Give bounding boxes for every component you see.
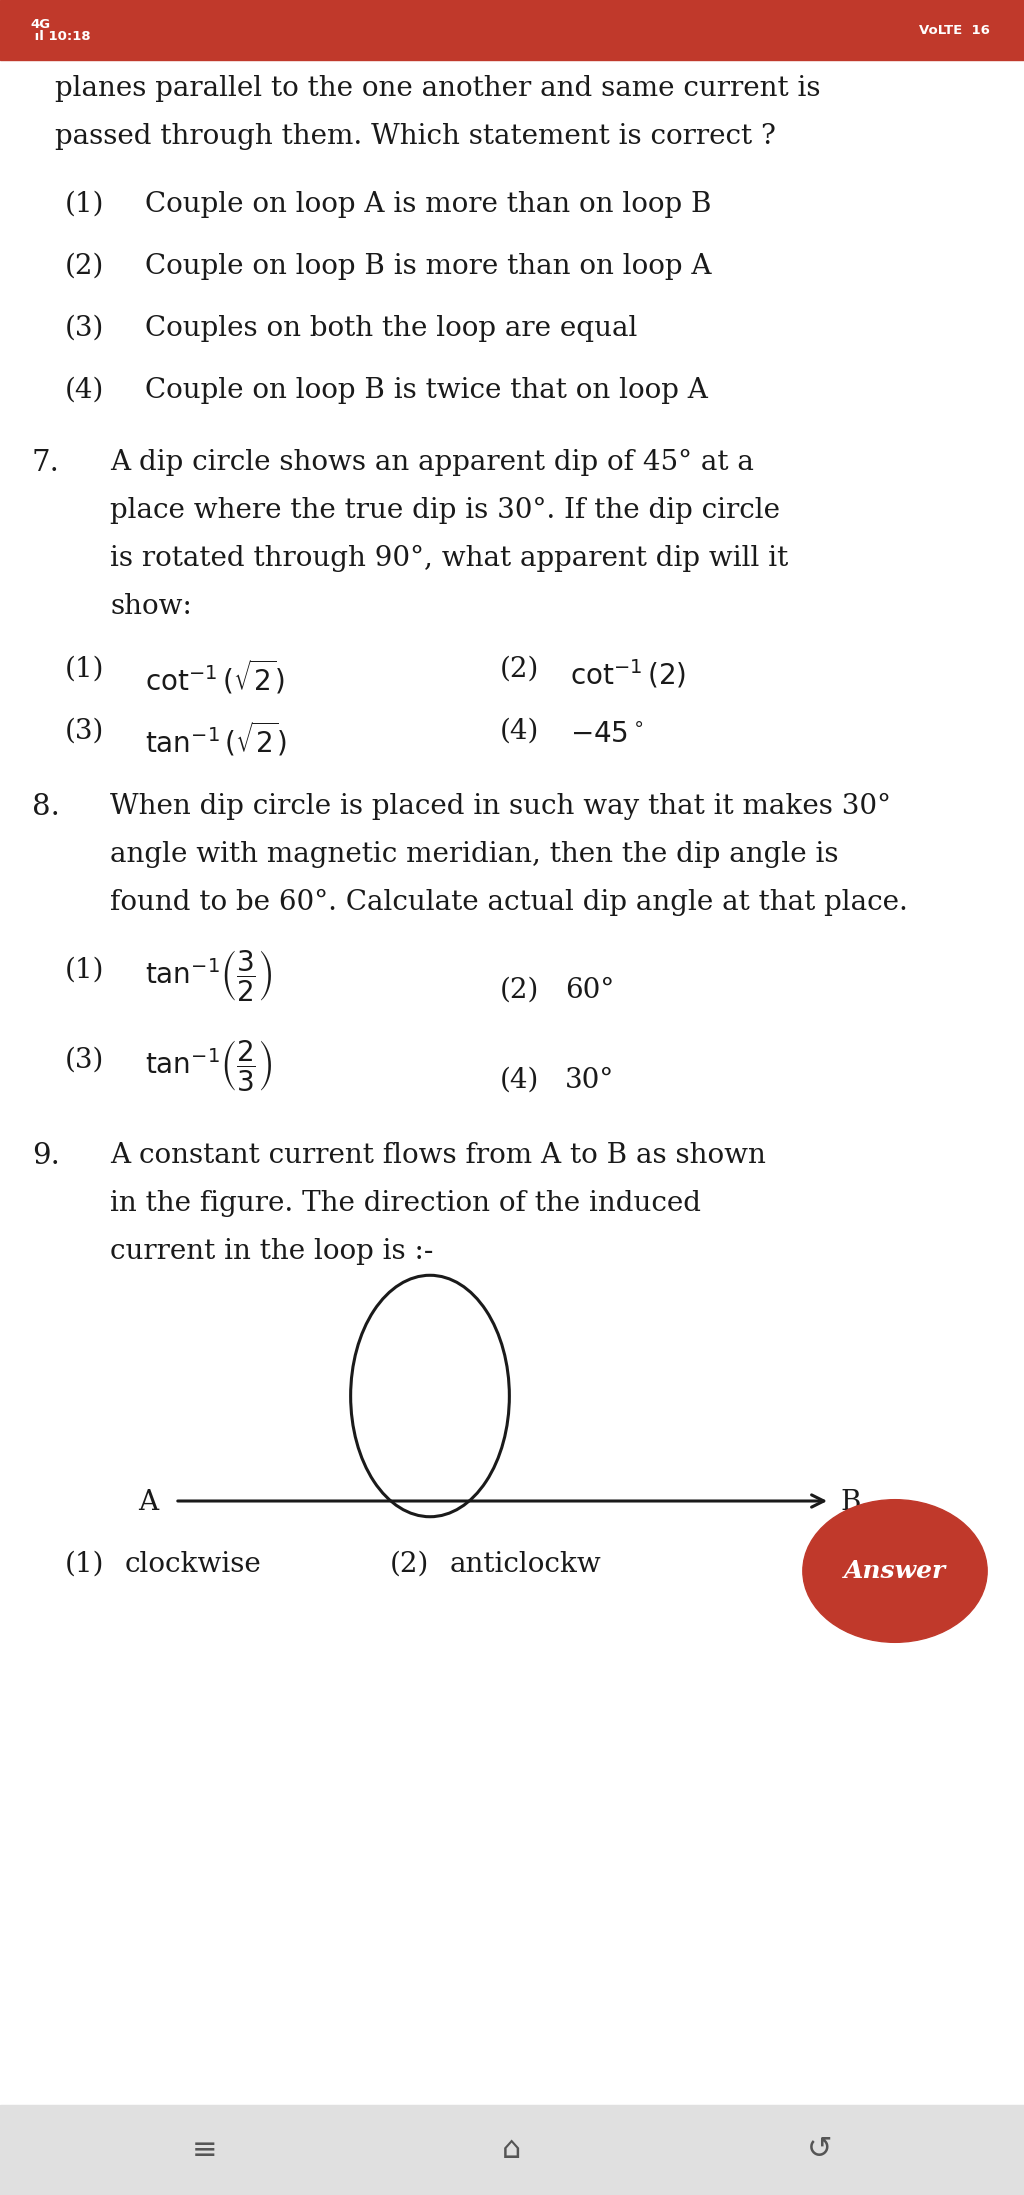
Text: (3): (3) bbox=[65, 718, 104, 744]
Text: A constant current flows from A to B as shown: A constant current flows from A to B as … bbox=[110, 1141, 766, 1170]
Text: 8.: 8. bbox=[32, 792, 59, 821]
Ellipse shape bbox=[803, 1499, 987, 1642]
Text: ⌂: ⌂ bbox=[503, 2136, 521, 2164]
Text: $\tan^{-1}\!\left(\dfrac{2}{3}\right)$: $\tan^{-1}\!\left(\dfrac{2}{3}\right)$ bbox=[145, 1038, 272, 1093]
Bar bbox=[0, 0, 1024, 59]
Text: $\cot^{-1}(2)$: $\cot^{-1}(2)$ bbox=[570, 658, 686, 691]
Text: found to be 60°. Calculate actual dip angle at that place.: found to be 60°. Calculate actual dip an… bbox=[110, 889, 908, 915]
Text: Couple on loop B is twice that on loop A: Couple on loop B is twice that on loop A bbox=[145, 378, 708, 404]
Text: clockwise: clockwise bbox=[125, 1552, 262, 1578]
Text: (1): (1) bbox=[65, 656, 104, 683]
Text: (2): (2) bbox=[500, 656, 540, 683]
Text: (2): (2) bbox=[500, 977, 540, 1003]
Text: passed through them. Which statement is correct ?: passed through them. Which statement is … bbox=[55, 123, 776, 149]
Text: A: A bbox=[138, 1488, 158, 1517]
Text: Couple on loop B is more than on loop A: Couple on loop B is more than on loop A bbox=[145, 252, 712, 281]
Text: 60°: 60° bbox=[565, 977, 614, 1003]
Text: in the figure. The direction of the induced: in the figure. The direction of the indu… bbox=[110, 1190, 701, 1216]
Text: A dip circle shows an apparent dip of 45° at a: A dip circle shows an apparent dip of 45… bbox=[110, 450, 754, 476]
Text: (2): (2) bbox=[65, 252, 104, 281]
Text: 7.: 7. bbox=[32, 450, 59, 476]
Text: current in the loop is :-: current in the loop is :- bbox=[110, 1238, 433, 1264]
Text: Couples on both the loop are equal: Couples on both the loop are equal bbox=[145, 316, 637, 342]
Text: anticlockw: anticlockw bbox=[450, 1552, 602, 1578]
Text: place where the true dip is 30°. If the dip circle: place where the true dip is 30°. If the … bbox=[110, 496, 780, 525]
Text: (3): (3) bbox=[65, 316, 104, 342]
Text: B: B bbox=[840, 1488, 860, 1517]
Text: (4): (4) bbox=[500, 718, 540, 744]
Text: (3): (3) bbox=[65, 1047, 104, 1073]
Text: (1): (1) bbox=[65, 1552, 104, 1578]
Text: $\cot^{-1}(\sqrt{2})$: $\cot^{-1}(\sqrt{2})$ bbox=[145, 658, 285, 696]
Text: $\tan^{-1}(\sqrt{2})$: $\tan^{-1}(\sqrt{2})$ bbox=[145, 720, 287, 759]
Text: Answer: Answer bbox=[844, 1558, 946, 1583]
Bar bbox=[0, 2105, 1024, 2195]
Text: ↺: ↺ bbox=[807, 2136, 831, 2164]
Text: 9.: 9. bbox=[32, 1141, 59, 1170]
Text: (4): (4) bbox=[500, 1067, 540, 1093]
Text: ≡: ≡ bbox=[193, 2136, 217, 2164]
Text: 30°: 30° bbox=[565, 1067, 614, 1093]
Text: VoLTE  16: VoLTE 16 bbox=[920, 24, 990, 37]
Text: is rotated through 90°, what apparent dip will it: is rotated through 90°, what apparent di… bbox=[110, 544, 788, 573]
Text: show:: show: bbox=[110, 593, 191, 619]
Text: Couple on loop A is more than on loop B: Couple on loop A is more than on loop B bbox=[145, 191, 712, 217]
Text: (1): (1) bbox=[65, 191, 104, 217]
Text: (2): (2) bbox=[390, 1552, 429, 1578]
Text: (1): (1) bbox=[65, 957, 104, 983]
Text: 4G
 ıl 10:18: 4G ıl 10:18 bbox=[30, 18, 91, 42]
Text: planes parallel to the one another and same current is: planes parallel to the one another and s… bbox=[55, 75, 820, 101]
Text: When dip circle is placed in such way that it makes 30°: When dip circle is placed in such way th… bbox=[110, 792, 891, 821]
Text: $\tan^{-1}\!\left(\dfrac{3}{2}\right)$: $\tan^{-1}\!\left(\dfrac{3}{2}\right)$ bbox=[145, 948, 272, 1003]
Text: $-45^\circ$: $-45^\circ$ bbox=[570, 720, 644, 748]
Text: angle with magnetic meridian, then the dip angle is: angle with magnetic meridian, then the d… bbox=[110, 841, 839, 867]
Text: (4): (4) bbox=[65, 378, 104, 404]
